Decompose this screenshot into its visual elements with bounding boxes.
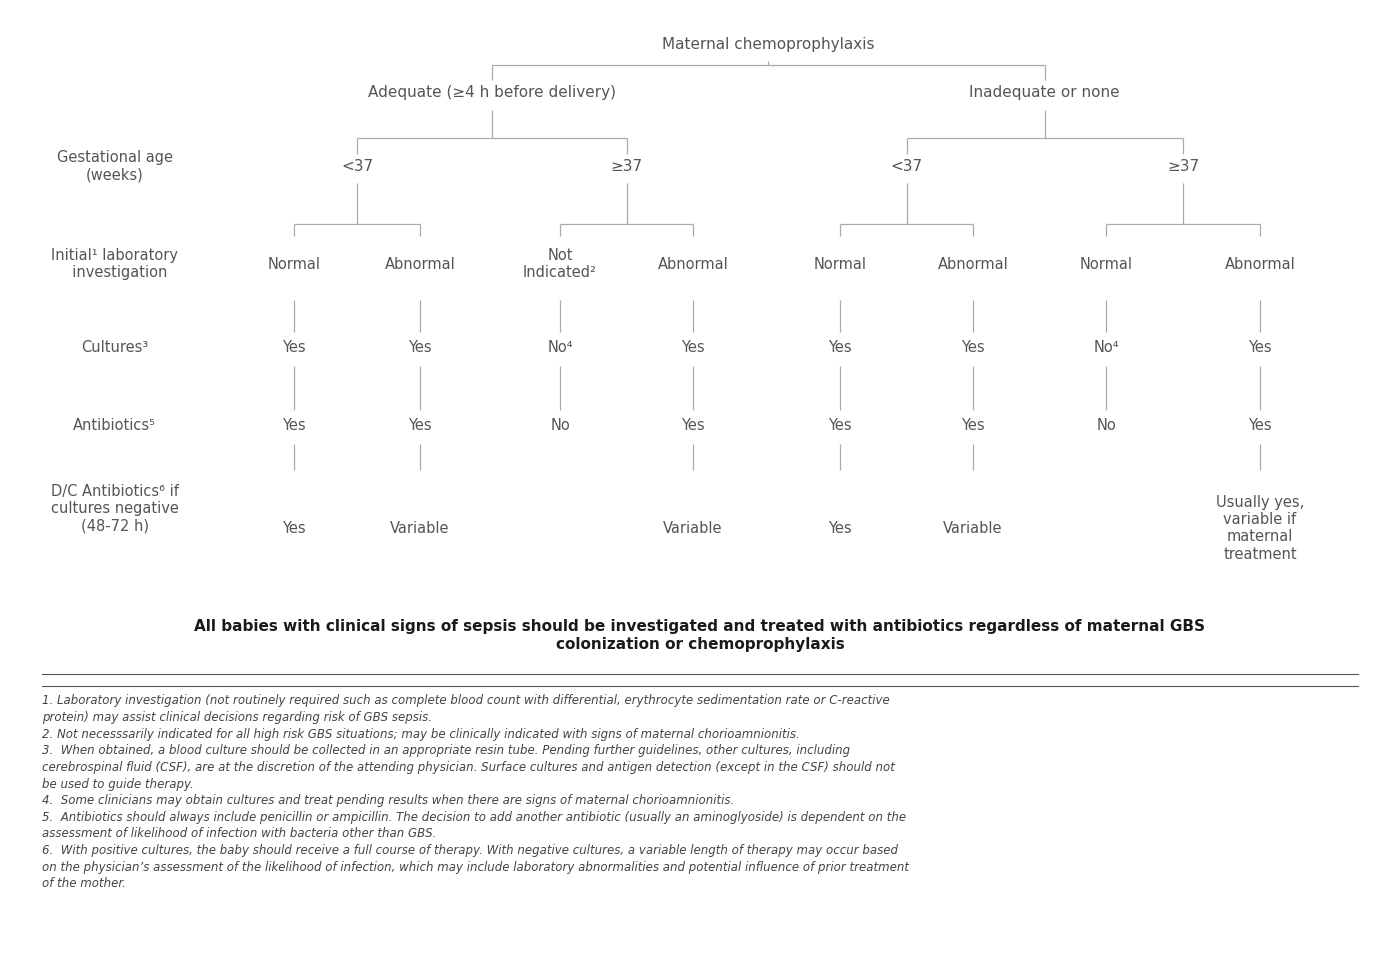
Text: No⁴: No⁴ [547,339,573,355]
Text: Yes: Yes [409,339,431,355]
Text: of the mother.: of the mother. [42,876,126,889]
Text: Cultures³: Cultures³ [81,339,148,355]
Text: Yes: Yes [962,339,984,355]
Text: Yes: Yes [1249,339,1271,355]
Text: Yes: Yes [829,339,851,355]
Text: be used to guide therapy.: be used to guide therapy. [42,777,193,789]
Text: Abnormal: Abnormal [658,256,728,272]
Text: Yes: Yes [283,339,305,355]
Text: Abnormal: Abnormal [385,256,455,272]
Text: No⁴: No⁴ [1093,339,1119,355]
Text: Yes: Yes [962,417,984,433]
Text: Yes: Yes [409,417,431,433]
Text: Abnormal: Abnormal [938,256,1008,272]
Text: Abnormal: Abnormal [1225,256,1295,272]
Text: Antibiotics⁵: Antibiotics⁵ [73,417,157,433]
Text: 6.  With positive cultures, the baby should receive a full course of therapy. Wi: 6. With positive cultures, the baby shou… [42,843,897,856]
Text: 4.  Some clinicians may obtain cultures and treat pending results when there are: 4. Some clinicians may obtain cultures a… [42,793,734,806]
Text: Yes: Yes [1249,417,1271,433]
Text: Gestational age
(weeks): Gestational age (weeks) [57,149,172,183]
Text: Variable: Variable [944,520,1002,535]
Text: Not
Indicated²: Not Indicated² [524,247,596,280]
Text: Variable: Variable [391,520,449,535]
Text: Normal: Normal [267,256,321,272]
Text: <37: <37 [342,158,372,174]
Text: Yes: Yes [829,417,851,433]
Text: Yes: Yes [682,417,704,433]
Text: Normal: Normal [1079,256,1133,272]
Text: protein) may assist clinical decisions regarding risk of GBS sepsis.: protein) may assist clinical decisions r… [42,710,433,723]
Text: Initial¹ laboratory
  investigation: Initial¹ laboratory investigation [52,247,178,280]
Text: No: No [1096,417,1116,433]
Text: Normal: Normal [813,256,867,272]
Text: ≥37: ≥37 [610,158,643,174]
Text: assessment of likelihood of infection with bacteria other than GBS.: assessment of likelihood of infection wi… [42,827,437,839]
Text: Adequate (≥4 h before delivery): Adequate (≥4 h before delivery) [368,85,616,101]
Text: 5.  Antibiotics should always include penicillin or ampicillin. The decision to : 5. Antibiotics should always include pen… [42,810,906,823]
Text: <37: <37 [890,158,923,174]
Text: 2. Not necesssarily indicated for all high risk GBS situations; may be clinicall: 2. Not necesssarily indicated for all hi… [42,727,799,740]
Text: Yes: Yes [829,520,851,535]
Text: 3.  When obtained, a blood culture should be collected in an appropriate resin t: 3. When obtained, a blood culture should… [42,743,850,756]
Text: Usually yes,
variable if
maternal
treatment: Usually yes, variable if maternal treatm… [1215,494,1305,561]
Text: ≥37: ≥37 [1168,158,1198,174]
Text: cerebrospinal fluid (CSF), are at the discretion of the attending physician. Sur: cerebrospinal fluid (CSF), are at the di… [42,760,895,773]
Text: No: No [550,417,570,433]
Text: Variable: Variable [664,520,722,535]
Text: on the physician’s assessment of the likelihood of infection, which may include : on the physician’s assessment of the lik… [42,860,909,872]
Text: Yes: Yes [283,520,305,535]
Text: Maternal chemoprophylaxis: Maternal chemoprophylaxis [662,36,875,52]
Text: Yes: Yes [682,339,704,355]
Text: D/C Antibiotics⁶ if
cultures negative
(48-72 h): D/C Antibiotics⁶ if cultures negative (4… [50,484,179,532]
Text: All babies with clinical signs of sepsis should be investigated and treated with: All babies with clinical signs of sepsis… [195,618,1205,652]
Text: Inadequate or none: Inadequate or none [969,85,1120,101]
Text: 1. Laboratory investigation (not routinely required such as complete blood count: 1. Laboratory investigation (not routine… [42,694,890,706]
Text: Yes: Yes [283,417,305,433]
